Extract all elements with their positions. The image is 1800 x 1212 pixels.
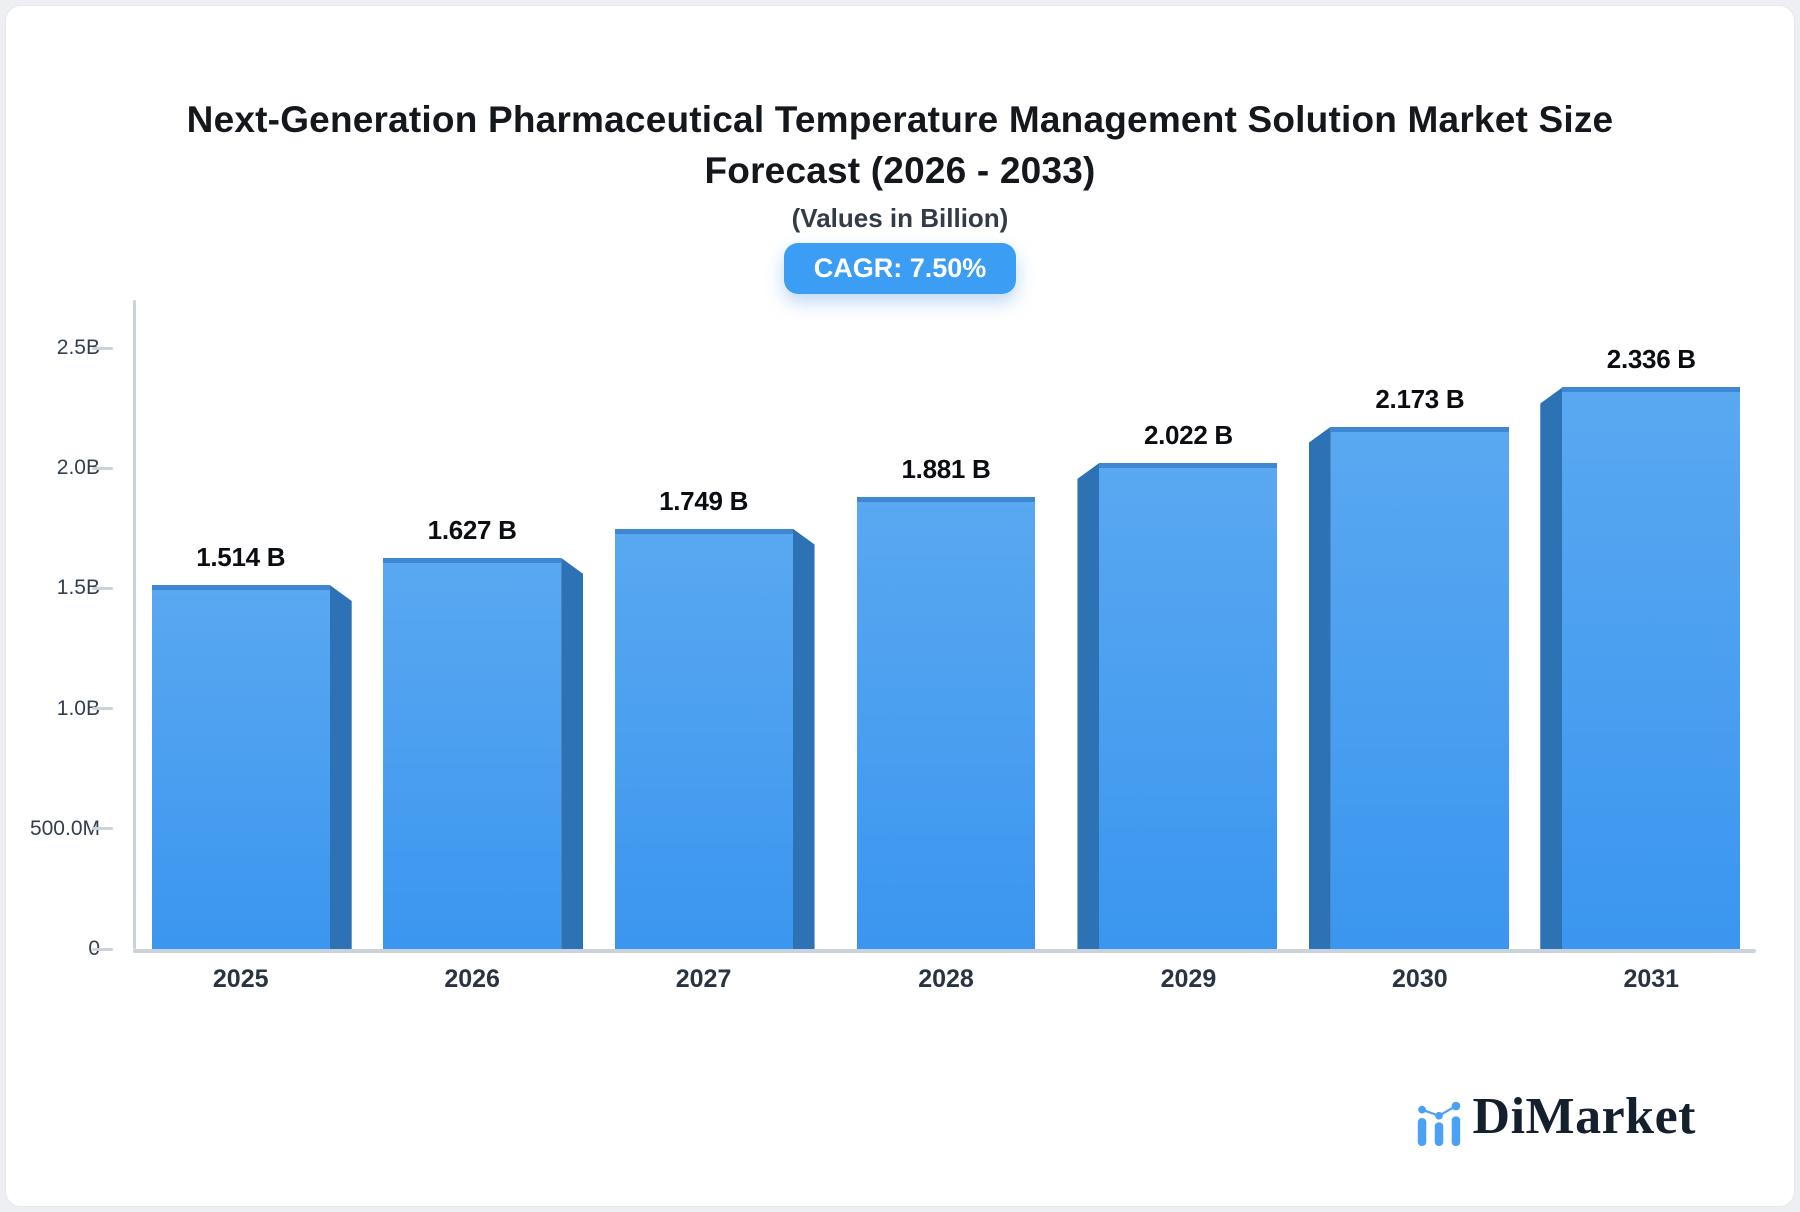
bar-group-2031: 2.336 B 2031 (1540, 344, 1741, 993)
bar-value-label: 2.336 B (1606, 344, 1696, 375)
bar-2026[interactable] (383, 557, 562, 949)
bar-3d-side-panel (329, 585, 352, 949)
y-axis-tick-label: 0 (6, 936, 100, 962)
chart-title-line1: Next-Generation Pharmaceutical Temperatu… (186, 99, 1614, 140)
bar-2029[interactable] (1099, 462, 1278, 949)
bar-3d-side-panel (1308, 426, 1331, 949)
bar-group-2025: 1.514 B 2025 (151, 348, 352, 993)
bar-2028[interactable] (857, 496, 1035, 949)
bar-value-label: 1.627 B (427, 514, 517, 545)
x-axis-label-2031: 2031 (1623, 965, 1680, 993)
bar-2031[interactable] (1562, 387, 1741, 949)
bar-group-2027: 1.749 B 2027 (614, 348, 815, 993)
chart-title-line2: Forecast (2026 - 2033) (704, 150, 1096, 191)
x-axis-label-2026: 2026 (444, 965, 500, 993)
plot-area: 0500.0M1.0B1.5B2.0B2.5B1.514 B20251.627 … (30, 300, 1756, 993)
y-axis-line (133, 300, 136, 949)
y-axis-tick-label: 1.0B (56, 696, 100, 720)
bar-2030[interactable] (1330, 426, 1509, 949)
chart-header: Next-Generation Pharmaceutical Temperatu… (6, 94, 1794, 294)
bar-group-2028: 1.881 B 2028 (846, 348, 1046, 993)
x-axis-label-2025: 2025 (212, 965, 269, 993)
y-axis-tick-mark (92, 346, 113, 350)
y-axis-tick-label: 2.5B (56, 336, 100, 359)
bar-group-2026: 1.627 B 2026 (383, 348, 584, 993)
chart-title: Next-Generation Pharmaceutical Temperatu… (66, 94, 1734, 196)
x-axis-label-2028: 2028 (918, 965, 974, 993)
x-axis-line (133, 949, 1756, 953)
x-axis-label-2029: 2029 (1160, 965, 1217, 993)
x-axis-label-2030: 2030 (1392, 965, 1448, 993)
y-axis-tick-mark (92, 586, 113, 590)
bar-2025[interactable] (151, 585, 330, 949)
y-axis-tick-label: 500.0M (29, 816, 100, 840)
y-axis-tick-label: 1.5B (56, 576, 100, 600)
brand-name: DiMarket (1472, 1088, 1696, 1145)
bar-value-label: 1.881 B (901, 453, 991, 484)
bar-3d-side-panel (1077, 462, 1100, 949)
bar-value-label: 2.173 B (1375, 383, 1465, 414)
bar-group-2029: 2.022 B 2029 (1077, 348, 1278, 993)
dimarket-logo: DiMarket (1417, 1088, 1696, 1146)
chart-subtitle: (Values in Billion) (791, 203, 1009, 233)
bar-2027[interactable] (614, 528, 793, 949)
mini-bar-chart-icon (1417, 1101, 1460, 1146)
y-axis-tick-mark (92, 707, 113, 711)
bar-group-2030: 2.173 B 2030 (1308, 348, 1509, 993)
bar-3d-side-panel (792, 528, 815, 949)
cagr-badge: CAGR: 7.50% (783, 243, 1017, 294)
bar-3d-side-panel (1540, 387, 1563, 949)
bar-value-label: 1.749 B (659, 485, 749, 516)
y-axis-tick-mark (92, 947, 113, 951)
bar-3d-side-panel (561, 557, 584, 949)
x-axis-label-2027: 2027 (675, 965, 732, 993)
bar-value-label: 2.022 B (1143, 419, 1233, 450)
y-axis-tick-mark (92, 466, 113, 470)
chart-card: Next-Generation Pharmaceutical Temperatu… (5, 5, 1795, 1207)
y-axis-tick-mark (92, 827, 113, 831)
y-axis-tick-label: 2.0B (56, 456, 100, 480)
bar-value-label: 1.514 B (196, 542, 286, 573)
